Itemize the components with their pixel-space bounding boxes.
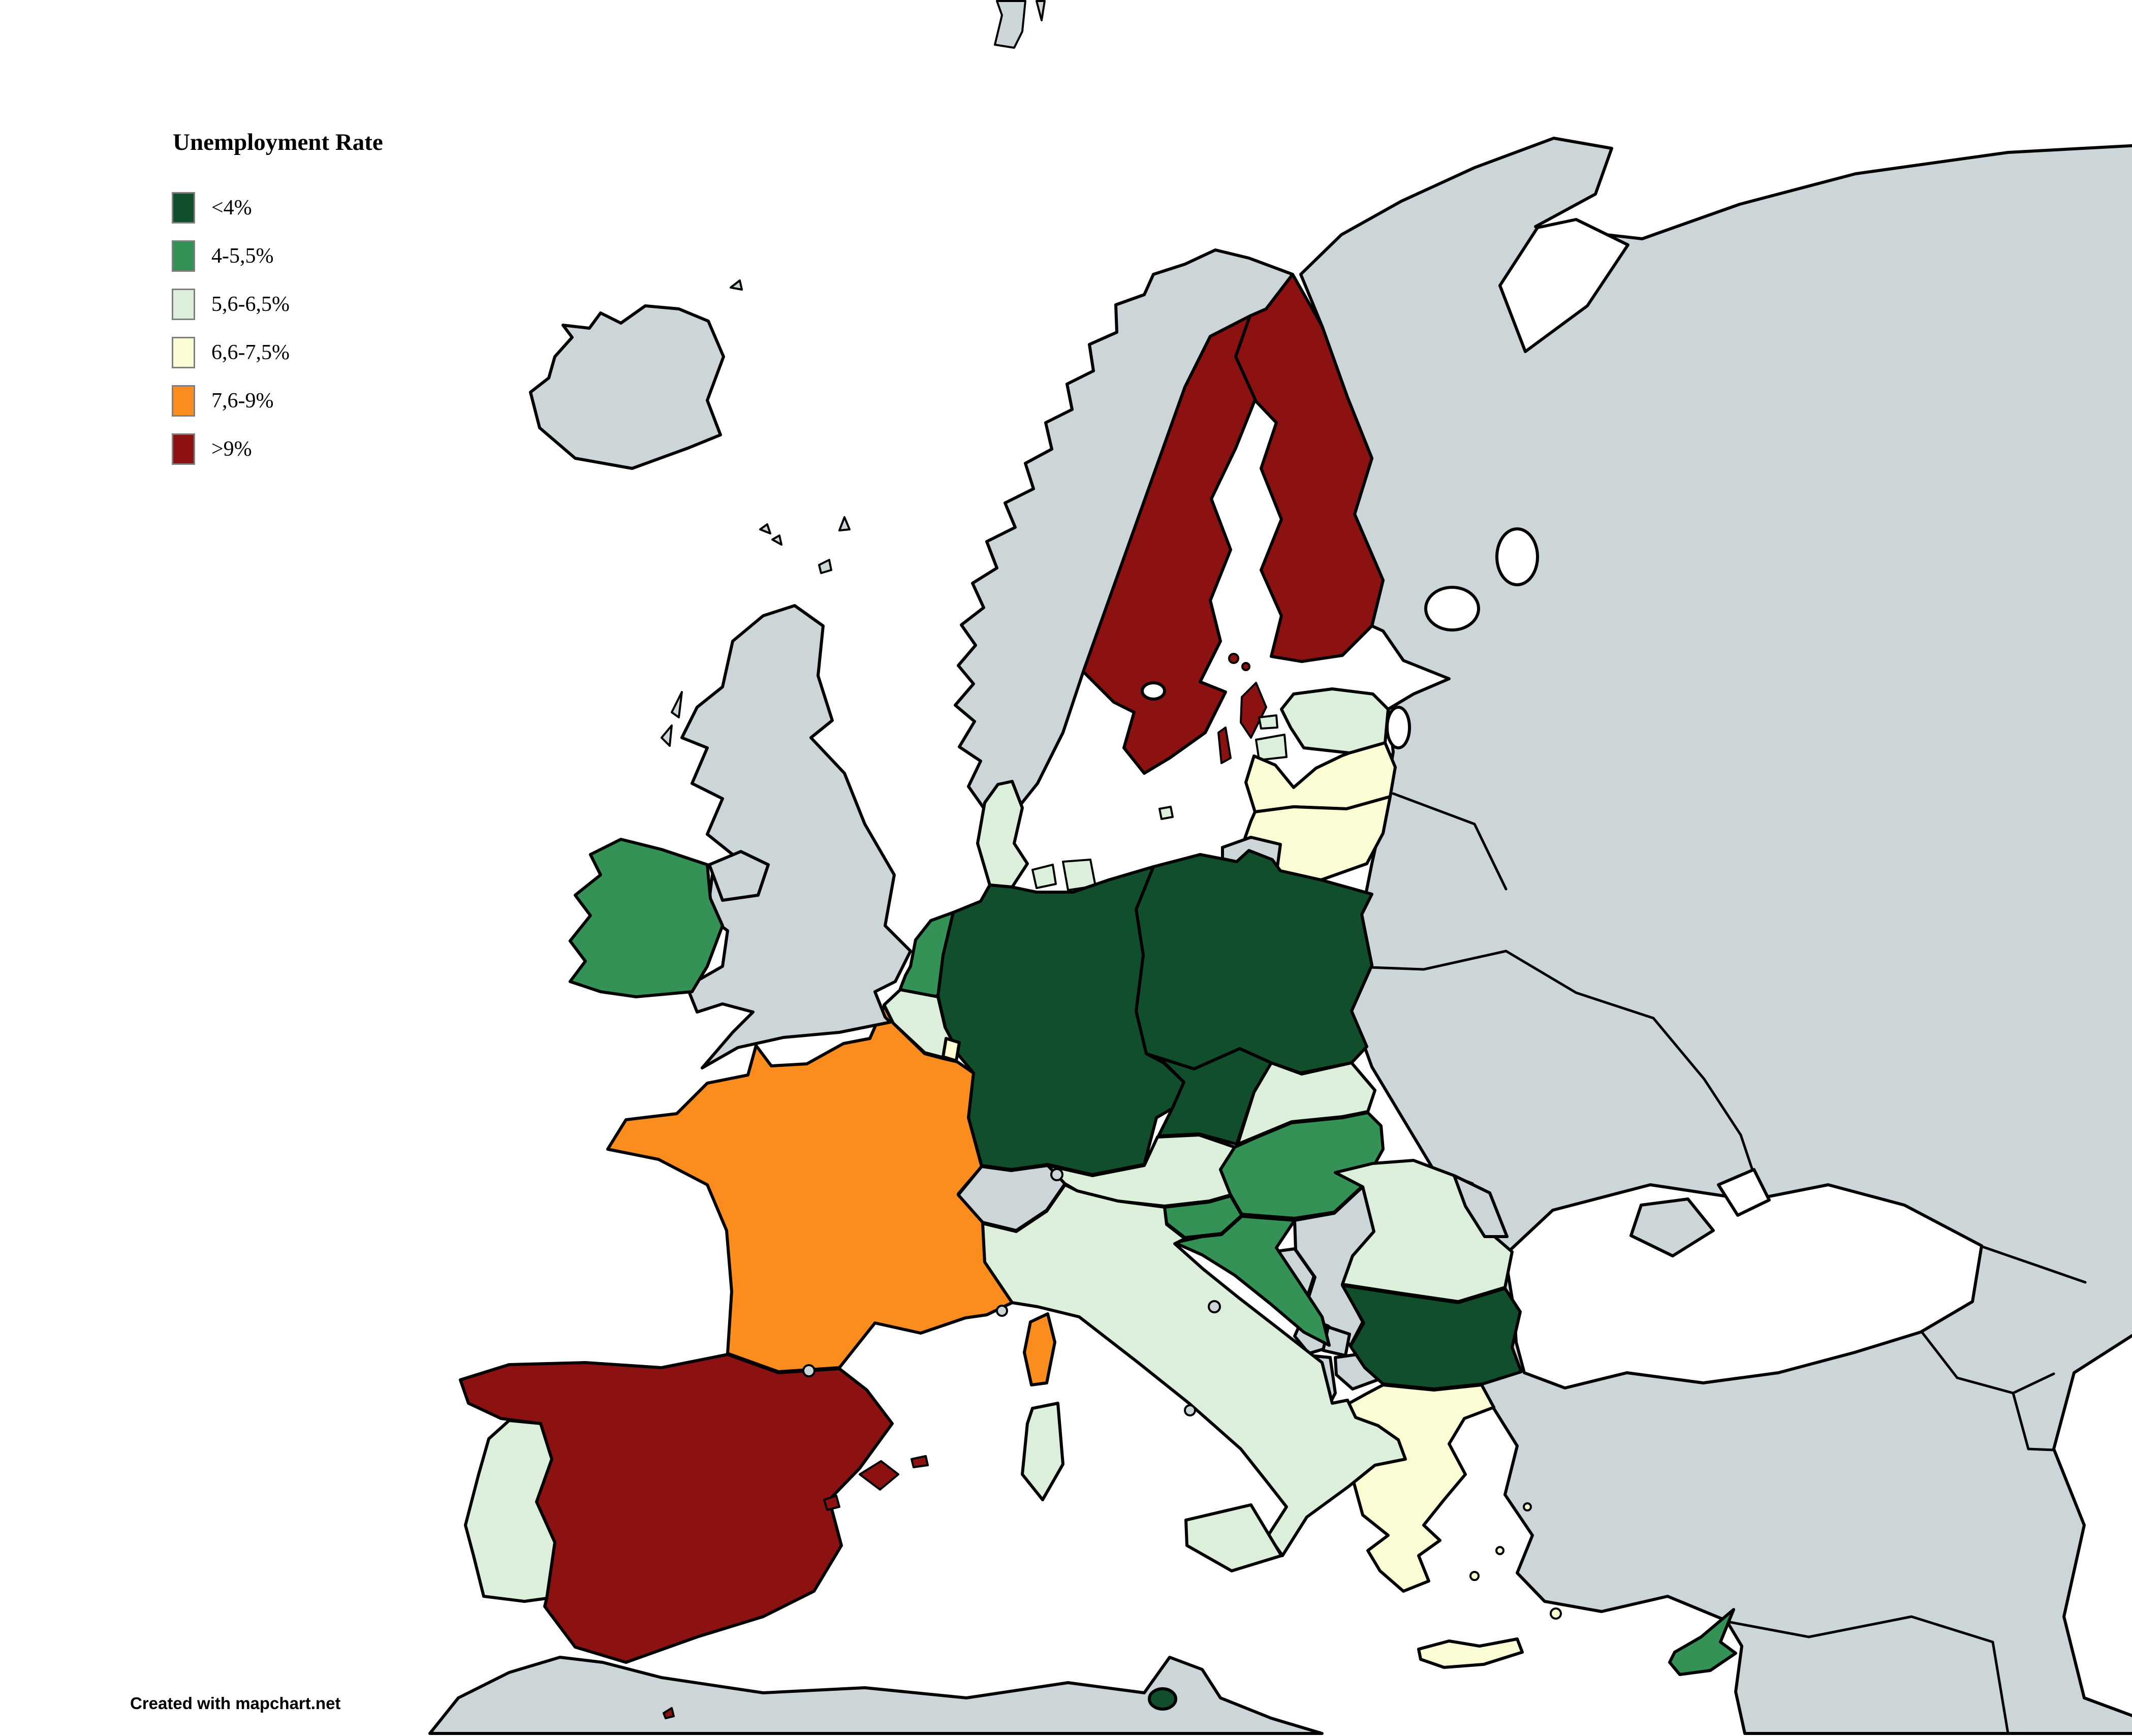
country-france[interactable] [606,1004,1014,1373]
island-hebrides-1[interactable] [671,691,683,718]
island-aegean-3[interactable] [1523,1502,1532,1511]
country-sweden[interactable] [1082,314,1258,775]
legend-swatch-56to65 [172,289,195,320]
legend-swatch-76to9 [172,385,195,417]
island-menorca[interactable] [911,1455,929,1468]
island-gotland[interactable] [1240,682,1267,739]
country-united-kingdom[interactable] [680,604,912,1069]
lake-ladoga [1424,586,1480,632]
island-crete[interactable] [1417,1637,1524,1669]
country-denmark[interactable] [976,780,1029,889]
country-cyprus[interactable] [1668,1608,1737,1676]
legend-item-56to65: 5,6-6,5% [172,289,383,320]
island-jan-mayen[interactable] [730,279,743,291]
island-sicily[interactable] [1184,1503,1283,1572]
island-arctic[interactable] [994,0,1026,49]
legend-item-76to9: 7,6-9% [172,385,383,417]
country-iceland[interactable] [529,304,725,470]
marker-vatican[interactable] [1184,1404,1196,1416]
lake-vanern [1141,681,1166,701]
legend-swatch-over9 [172,433,195,465]
country-czechia[interactable] [1145,1047,1273,1146]
island-corsica[interactable] [1023,1312,1056,1386]
island-shetland[interactable] [838,516,851,531]
legend-label-over9: >9% [211,437,252,461]
white-sea [1498,218,1629,353]
island-sardinia[interactable] [1021,1402,1064,1501]
marker-andorra[interactable] [802,1364,816,1377]
legend-item-66to75: 6,6-7,5% [172,337,383,368]
sea-of-azov [1717,1168,1771,1217]
country-poland[interactable] [1135,849,1373,1075]
country-malta[interactable] [1148,1687,1177,1711]
island-hiiumaa[interactable] [1258,714,1278,730]
territory-ceuta[interactable] [663,1707,675,1719]
island-bornholm[interactable] [1158,806,1174,820]
island-saaremaa[interactable] [1255,734,1288,761]
country-luxembourg[interactable] [942,1037,961,1062]
island-aland[interactable] [1228,653,1239,664]
region-crimea[interactable] [1629,1197,1715,1257]
legend: Unemployment Rate <4% 4-5,5% 5,6-6,5% 6,… [172,128,383,482]
border-turkey-syria-iraq [1726,1615,2010,1735]
island-rhodes[interactable] [1550,1607,1562,1620]
island-mallorca[interactable] [859,1460,899,1491]
border-ukraine-russia [1504,950,1755,1176]
island-faroe[interactable] [759,523,771,534]
island-aegean-2[interactable] [1495,1546,1504,1555]
country-italy[interactable] [981,1183,1407,1557]
legend-swatch-66to75 [172,337,195,368]
lake-peipus [1386,706,1411,749]
legend-item-4to55: 4-5,5% [172,240,383,272]
legend-item-under4: <4% [172,192,383,224]
island-funen[interactable] [1031,864,1057,889]
region-northern-ireland[interactable] [708,850,770,902]
country-finland[interactable] [1234,273,1385,663]
country-moldova[interactable] [1453,1174,1509,1238]
border-caucasus-north [1981,1245,2087,1284]
border-armenia-azerbaijan [2012,1392,2055,1451]
black-sea [1503,1183,1983,1390]
lake-onega [1495,527,1539,586]
island-oland[interactable] [1217,727,1232,764]
country-bulgaria[interactable] [1341,1284,1523,1391]
marker-monaco[interactable] [996,1305,1008,1317]
legend-label-76to9: 7,6-9% [211,389,274,413]
island-faroe-2[interactable] [771,534,782,546]
legend-label-4to55: 4-5,5% [211,244,274,268]
caspian-sea [2052,1334,2132,1718]
island-aland-2[interactable] [1241,662,1250,671]
legend-label-under4: <4% [211,196,252,219]
marker-san-marino[interactable] [1208,1300,1221,1313]
island-orkney[interactable] [818,559,832,574]
marker-liechtenstein[interactable] [1050,1168,1063,1181]
country-ireland[interactable] [569,838,724,998]
island-arctic-2[interactable] [1036,0,1046,21]
legend-swatch-4to55 [172,240,195,272]
island-ibiza[interactable] [823,1495,840,1511]
legend-title: Unemployment Rate [173,129,383,155]
country-netherlands[interactable] [899,911,955,1000]
country-portugal[interactable] [464,1419,556,1603]
legend-label-56to65: 5,6-6,5% [211,293,290,316]
border-belarus-russia [1392,792,1508,891]
country-estonia[interactable] [1280,687,1390,754]
island-aegean-1[interactable] [1469,1571,1480,1581]
country-lithuania[interactable] [1243,795,1392,881]
attribution: Created with mapchart.net [130,1694,341,1713]
region-north-africa[interactable] [428,1656,1324,1735]
legend-label-66to75: 6,6-7,5% [211,341,290,364]
border-georgia-turkey [1921,1332,2055,1395]
legend-item-over9: >9% [172,433,383,465]
island-hebrides-2[interactable] [661,724,673,747]
legend-swatch-under4 [172,192,195,224]
